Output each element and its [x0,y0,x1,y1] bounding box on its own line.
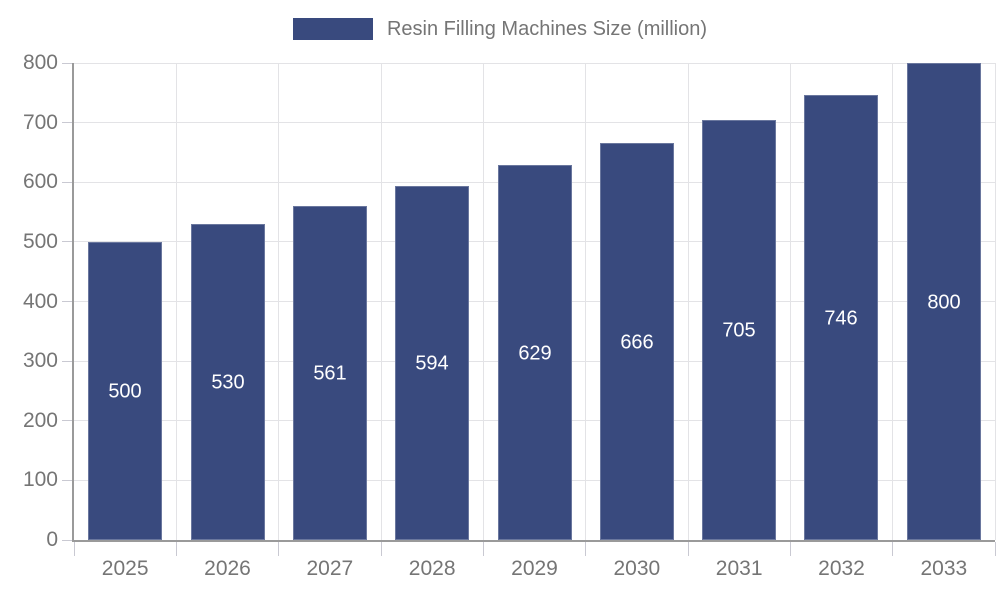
bar-value-label: 666 [620,331,654,353]
y-tick [62,420,72,422]
x-axis-label-2031: 2031 [715,557,763,580]
y-axis-label: 500 [22,229,58,253]
y-axis-label: 600 [22,170,58,194]
y-axis-label: 400 [22,289,58,313]
x-axis-label-2025: 2025 [101,557,149,580]
gridline-x [994,63,996,540]
bar-value-label: 500 [108,380,142,403]
x-tick [278,542,280,556]
legend-swatch [292,18,373,40]
y-tick [62,122,72,124]
x-tick [994,542,996,556]
bar-2032[interactable]: 746 [804,95,878,540]
y-tick [62,539,72,541]
bar-value-label: 594 [415,352,449,375]
y-axis-label: 100 [22,468,58,492]
x-tick [380,542,382,556]
bar-2030[interactable]: 666 [600,143,674,540]
y-axis-label: 700 [22,110,58,134]
gridline-x [380,63,382,540]
x-tick [687,542,689,556]
bar-value-label: 561 [313,362,347,385]
bar-2028[interactable]: 594 [395,186,469,540]
y-tick [62,241,72,243]
x-axis-label-2033: 2033 [920,557,968,580]
x-axis-label-2032: 2032 [818,557,865,580]
x-tick [789,542,791,556]
x-axis-label-2026: 2026 [204,557,251,580]
gridline-x [892,63,894,540]
bar-value-label: 800 [927,291,961,313]
bar-2033[interactable]: 800 [907,63,981,540]
gridline-x [585,63,587,540]
gridline-x [687,63,689,540]
y-tick [62,301,72,302]
y-axis-line [72,63,74,540]
bar-value-label: 705 [722,319,756,342]
x-tick [175,542,177,556]
x-tick [482,542,484,556]
y-axis-label: 0 [46,528,58,551]
gridline-x [175,63,177,540]
y-axis-label: 800 [22,51,58,74]
bar-2027[interactable]: 561 [293,206,367,540]
bar-value-label: 530 [211,371,245,394]
y-axis-label: 200 [22,408,58,432]
legend-label: Resin Filling Machines Size (million) [386,18,708,40]
gridline-x [278,63,280,540]
x-axis-label-2030: 2030 [613,557,661,580]
x-axis-label-2029: 2029 [511,557,558,580]
x-tick [585,542,587,556]
x-axis-label-2028: 2028 [408,557,456,580]
y-tick [62,62,72,64]
y-tick [62,479,72,481]
y-tick [62,181,72,183]
y-tick [62,360,72,362]
x-axis-line [72,540,995,542]
x-axis-label-2027: 2027 [306,557,354,580]
bar-value-label: 629 [518,342,552,364]
bar-2025[interactable]: 500 [88,242,162,540]
legend[interactable]: Resin Filling Machines Size (million) [0,16,1000,42]
gridline-x [482,63,484,540]
y-axis-label: 300 [22,349,58,373]
x-tick [892,542,894,556]
x-tick [73,542,75,556]
bar-2029[interactable]: 629 [498,165,572,540]
plot-area: 0 100 200 300 400 500 600 700 800 500 2025 530 2026 5… [23,51,996,580]
gridline-y-700 [74,122,995,124]
bar-2031[interactable]: 705 [702,120,776,540]
gridline-x [789,63,791,540]
bar-2026[interactable]: 530 [191,224,265,540]
gridline-y-800 [74,62,995,64]
bar-value-label: 746 [824,307,858,329]
